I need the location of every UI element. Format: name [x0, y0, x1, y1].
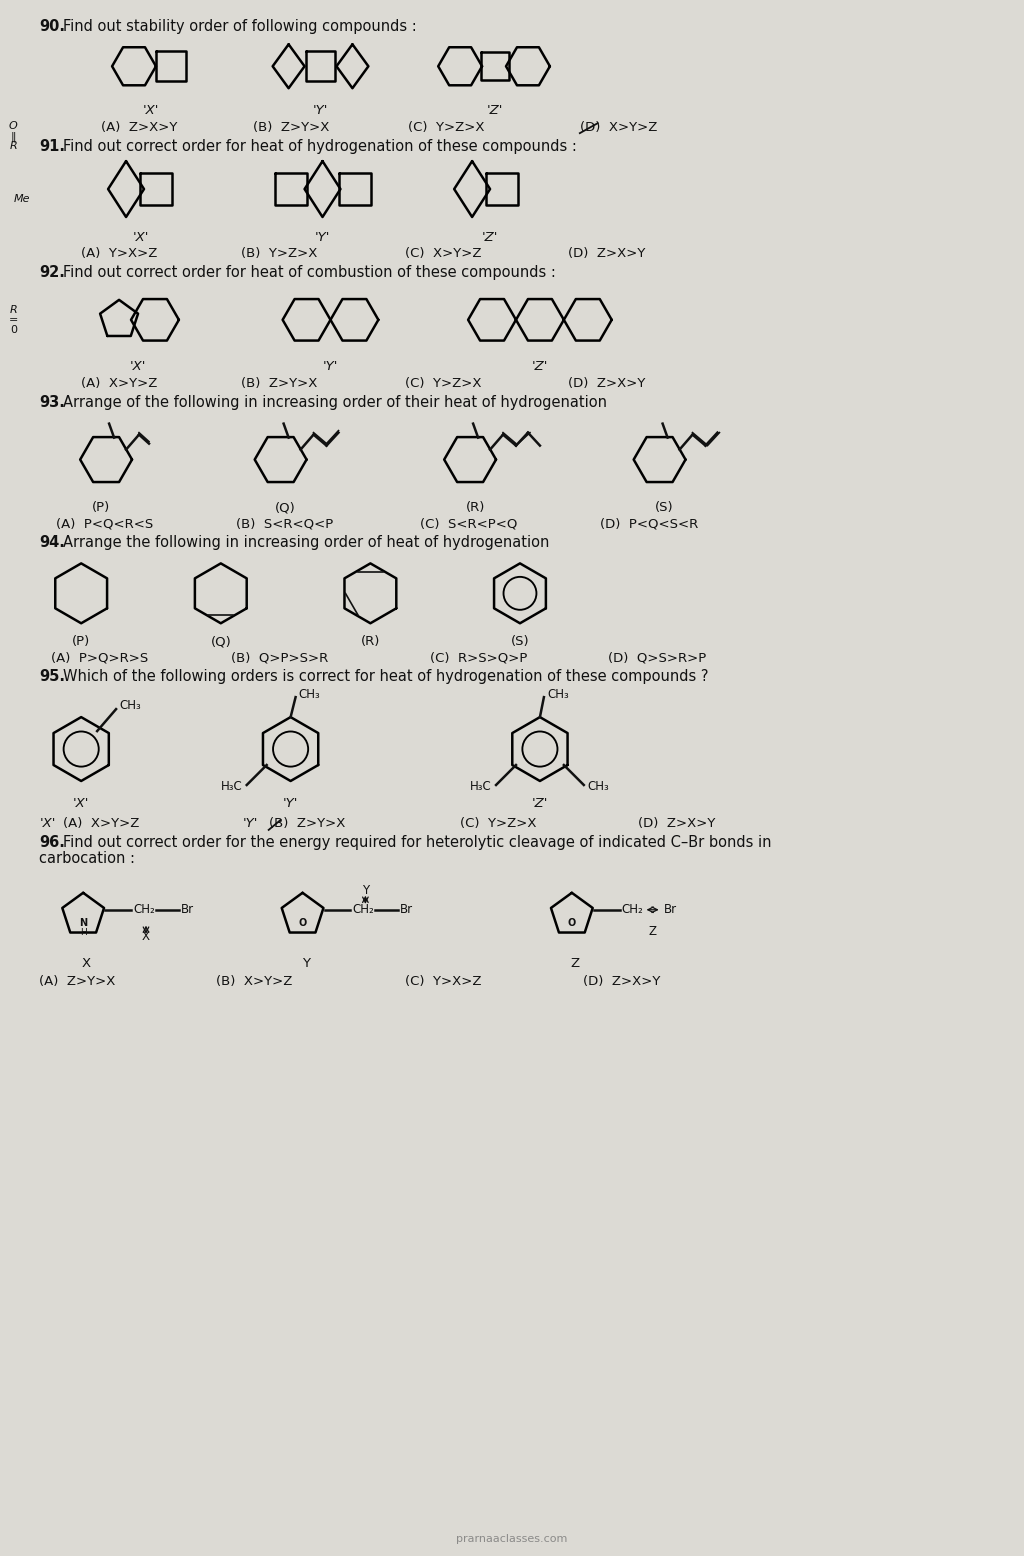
Text: X: X [142, 930, 150, 943]
Text: Y: Y [361, 884, 369, 896]
Text: Which of the following orders is correct for heat of hydrogenation of these comp: Which of the following orders is correct… [63, 669, 709, 685]
Text: H₃C: H₃C [470, 781, 493, 794]
Text: CH₃: CH₃ [119, 699, 141, 711]
Text: (D)  Z>X>Y: (D) Z>X>Y [568, 247, 645, 260]
Text: 'Y': 'Y' [323, 359, 338, 373]
Text: 'X': 'X' [39, 817, 55, 829]
Text: Find out correct order for heat of combustion of these compounds :: Find out correct order for heat of combu… [63, 265, 556, 280]
Text: R: R [9, 142, 17, 151]
Text: 94.: 94. [39, 535, 66, 551]
Text: 92.: 92. [39, 265, 66, 280]
Text: (A)  Z>X>Y: (A) Z>X>Y [101, 121, 177, 134]
Text: (A)  Z>Y>X: (A) Z>Y>X [39, 974, 116, 988]
Text: 'X': 'X' [130, 359, 146, 373]
Text: (D)  P<Q<S<R: (D) P<Q<S<R [600, 518, 698, 531]
Text: (B)  Z>Y>X: (B) Z>Y>X [241, 377, 317, 389]
Text: 93.: 93. [39, 395, 66, 409]
Text: Arrange of the following in increasing order of their heat of hydrogenation: Arrange of the following in increasing o… [63, 395, 607, 409]
Text: Br: Br [664, 904, 677, 916]
Text: Z: Z [648, 924, 656, 938]
Text: Find out correct order for the energy required for heterolytic cleavage of indic: Find out correct order for the energy re… [63, 836, 772, 850]
Text: (S): (S) [511, 635, 529, 649]
Text: O: O [9, 121, 17, 131]
Text: N: N [79, 918, 87, 927]
Text: CH₃: CH₃ [547, 688, 568, 700]
Text: prarnaaclasses.com: prarnaaclasses.com [457, 1534, 567, 1544]
Text: CH₂: CH₂ [352, 904, 374, 916]
Text: 'Y': 'Y' [314, 230, 330, 244]
Text: CH₃: CH₃ [299, 688, 321, 700]
Text: Br: Br [400, 904, 414, 916]
Text: H₃C: H₃C [221, 781, 243, 794]
Text: (C)  Y>Z>X: (C) Y>Z>X [460, 817, 537, 829]
Text: 'Z': 'Z' [482, 230, 499, 244]
Text: (D)  Z>X>Y: (D) Z>X>Y [638, 817, 715, 829]
Text: CH₂: CH₂ [622, 904, 643, 916]
Text: 91.: 91. [39, 138, 66, 154]
Text: (B)  S<R<Q<P: (B) S<R<Q<P [236, 518, 333, 531]
Text: Z: Z [570, 957, 580, 969]
Text: (P): (P) [92, 501, 111, 515]
Text: Arrange the following in increasing order of heat of hydrogenation: Arrange the following in increasing orde… [63, 535, 550, 551]
Text: (B)  Z>Y>X: (B) Z>Y>X [268, 817, 345, 829]
Text: (D)  X>Y>Z: (D) X>Y>Z [580, 121, 657, 134]
Text: O: O [298, 918, 307, 927]
Text: (B)  Z>Y>X: (B) Z>Y>X [253, 121, 329, 134]
Text: (B)  X>Y>Z: (B) X>Y>Z [216, 974, 292, 988]
Text: =: = [8, 314, 18, 325]
Text: 'X': 'X' [142, 104, 159, 117]
Text: (Q): (Q) [210, 635, 231, 649]
Text: (D)  Q>S>R>P: (D) Q>S>R>P [607, 652, 706, 664]
Text: 'X': 'X' [133, 230, 150, 244]
Text: 96.: 96. [39, 836, 66, 850]
Text: (R): (R) [360, 635, 380, 649]
Text: (A)  P<Q<R<S: (A) P<Q<R<S [56, 518, 154, 531]
Text: (A)  Y>X>Z: (A) Y>X>Z [81, 247, 158, 260]
Text: 'Z': 'Z' [531, 359, 548, 373]
Text: (Q): (Q) [275, 501, 296, 515]
Text: 'X': 'X' [73, 797, 89, 811]
Text: (C)  X>Y>Z: (C) X>Y>Z [406, 247, 481, 260]
Text: (A)  P>Q>R>S: (A) P>Q>R>S [51, 652, 148, 664]
Text: (B)  Q>P>S>R: (B) Q>P>S>R [230, 652, 328, 664]
Text: 95.: 95. [39, 669, 66, 685]
Text: 'Y': 'Y' [313, 104, 329, 117]
Text: (D)  Z>X>Y: (D) Z>X>Y [583, 974, 660, 988]
Text: 'Z': 'Z' [531, 797, 548, 811]
Text: 'Z': 'Z' [486, 104, 503, 117]
Text: (R): (R) [466, 501, 484, 515]
Text: O: O [567, 918, 575, 927]
Text: Find out correct order for heat of hydrogenation of these compounds :: Find out correct order for heat of hydro… [63, 138, 578, 154]
Text: Me: Me [13, 194, 30, 204]
Text: Br: Br [181, 904, 194, 916]
Text: (C)  Y>Z>X: (C) Y>Z>X [409, 121, 484, 134]
Text: X: X [82, 957, 91, 969]
Text: H: H [80, 929, 87, 937]
Text: (A)  X>Y>Z: (A) X>Y>Z [63, 817, 139, 829]
Text: (S): (S) [655, 501, 674, 515]
Text: 90.: 90. [39, 19, 66, 34]
Text: 0: 0 [10, 325, 16, 335]
Text: carbocation :: carbocation : [39, 851, 135, 865]
Text: (C)  Y>X>Z: (C) Y>X>Z [406, 974, 481, 988]
Text: 'Y': 'Y' [243, 817, 258, 829]
Text: (P): (P) [72, 635, 90, 649]
Text: (C)  S<R<P<Q: (C) S<R<P<Q [420, 518, 517, 531]
Text: CH₂: CH₂ [133, 904, 155, 916]
Text: Y: Y [301, 957, 309, 969]
Text: (C)  R>S>Q>P: (C) R>S>Q>P [430, 652, 527, 664]
Text: ‖: ‖ [10, 131, 16, 142]
Text: R: R [9, 305, 17, 314]
Text: (C)  Y>Z>X: (C) Y>Z>X [406, 377, 481, 389]
Text: 'Y': 'Y' [283, 797, 298, 811]
Text: Find out stability order of following compounds :: Find out stability order of following co… [63, 19, 417, 34]
Text: (B)  Y>Z>X: (B) Y>Z>X [241, 247, 317, 260]
Text: CH₃: CH₃ [588, 781, 609, 794]
Text: (A)  X>Y>Z: (A) X>Y>Z [81, 377, 158, 389]
Text: (D)  Z>X>Y: (D) Z>X>Y [568, 377, 645, 389]
